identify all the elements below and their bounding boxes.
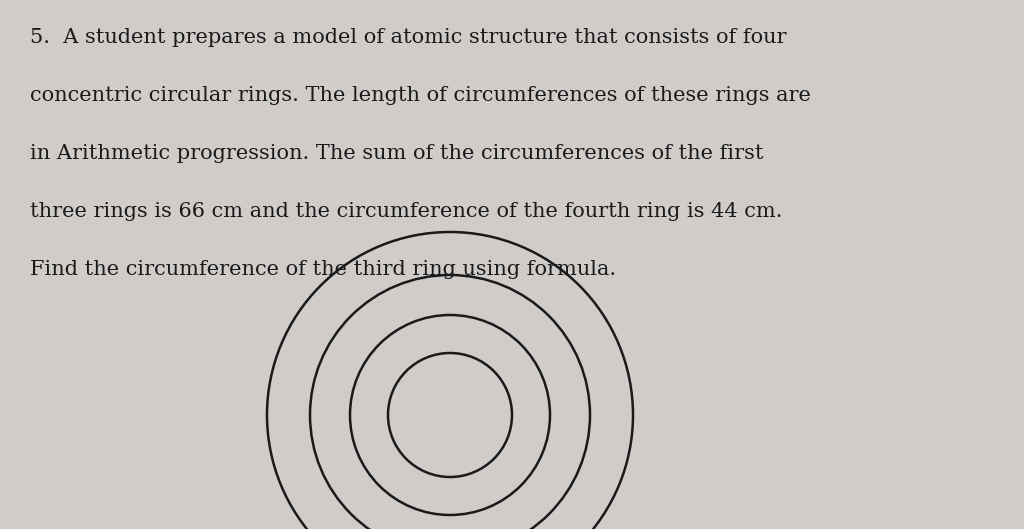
Text: in Arithmetic progression. The sum of the circumferences of the first: in Arithmetic progression. The sum of th… xyxy=(30,144,764,163)
Text: concentric circular rings. The length of circumferences of these rings are: concentric circular rings. The length of… xyxy=(30,86,811,105)
Text: three rings is 66 cm and the circumference of the fourth ring is 44 cm.: three rings is 66 cm and the circumferen… xyxy=(30,202,782,221)
Text: 5.  A student prepares a model of atomic structure that consists of four: 5. A student prepares a model of atomic … xyxy=(30,28,786,47)
Text: Find the circumference of the third ring using formula.: Find the circumference of the third ring… xyxy=(30,260,616,279)
